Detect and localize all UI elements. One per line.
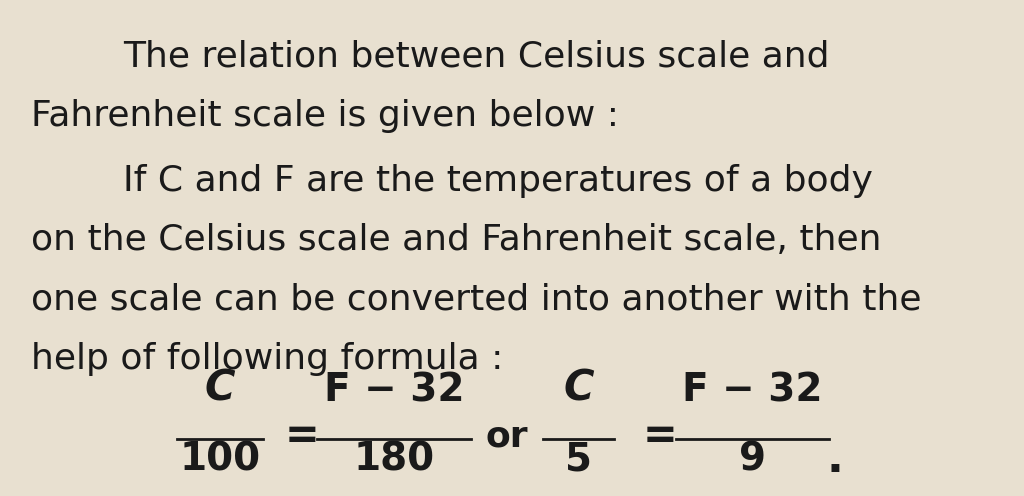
Text: If C and F are the temperatures of a body: If C and F are the temperatures of a bod… bbox=[123, 164, 872, 198]
Text: 180: 180 bbox=[353, 440, 435, 479]
Text: 100: 100 bbox=[179, 440, 261, 479]
Text: help of following formula :: help of following formula : bbox=[31, 342, 503, 376]
Text: =: = bbox=[285, 416, 319, 457]
Text: or: or bbox=[485, 420, 528, 453]
Text: =: = bbox=[643, 416, 678, 457]
Text: 5: 5 bbox=[565, 440, 592, 479]
Text: .: . bbox=[826, 438, 843, 481]
Text: C: C bbox=[563, 367, 594, 409]
Text: F − 32: F − 32 bbox=[324, 371, 465, 409]
Text: F − 32: F − 32 bbox=[682, 371, 823, 409]
Text: one scale can be converted into another with the: one scale can be converted into another … bbox=[31, 283, 922, 317]
Text: C: C bbox=[205, 367, 236, 409]
Text: on the Celsius scale and Fahrenheit scale, then: on the Celsius scale and Fahrenheit scal… bbox=[31, 223, 882, 257]
Text: The relation between Celsius scale and: The relation between Celsius scale and bbox=[123, 40, 829, 74]
Text: Fahrenheit scale is given below :: Fahrenheit scale is given below : bbox=[31, 99, 618, 133]
Text: 9: 9 bbox=[739, 440, 766, 479]
